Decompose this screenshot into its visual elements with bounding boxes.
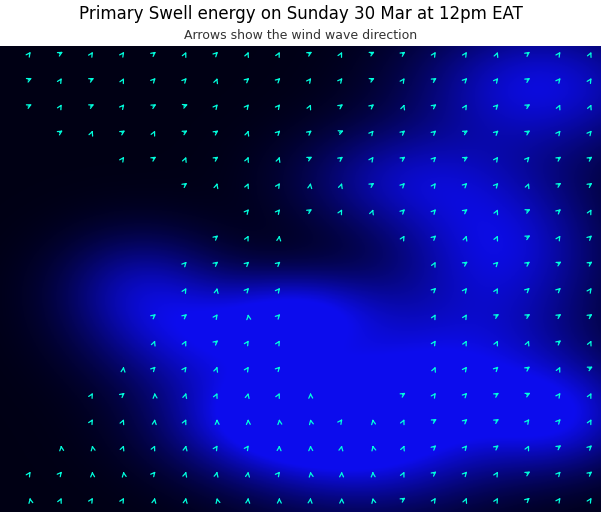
Text: Arrows show the wind wave direction: Arrows show the wind wave direction (184, 30, 417, 42)
Text: Primary Swell energy on Sunday 30 Mar at 12pm EAT: Primary Swell energy on Sunday 30 Mar at… (79, 5, 522, 23)
